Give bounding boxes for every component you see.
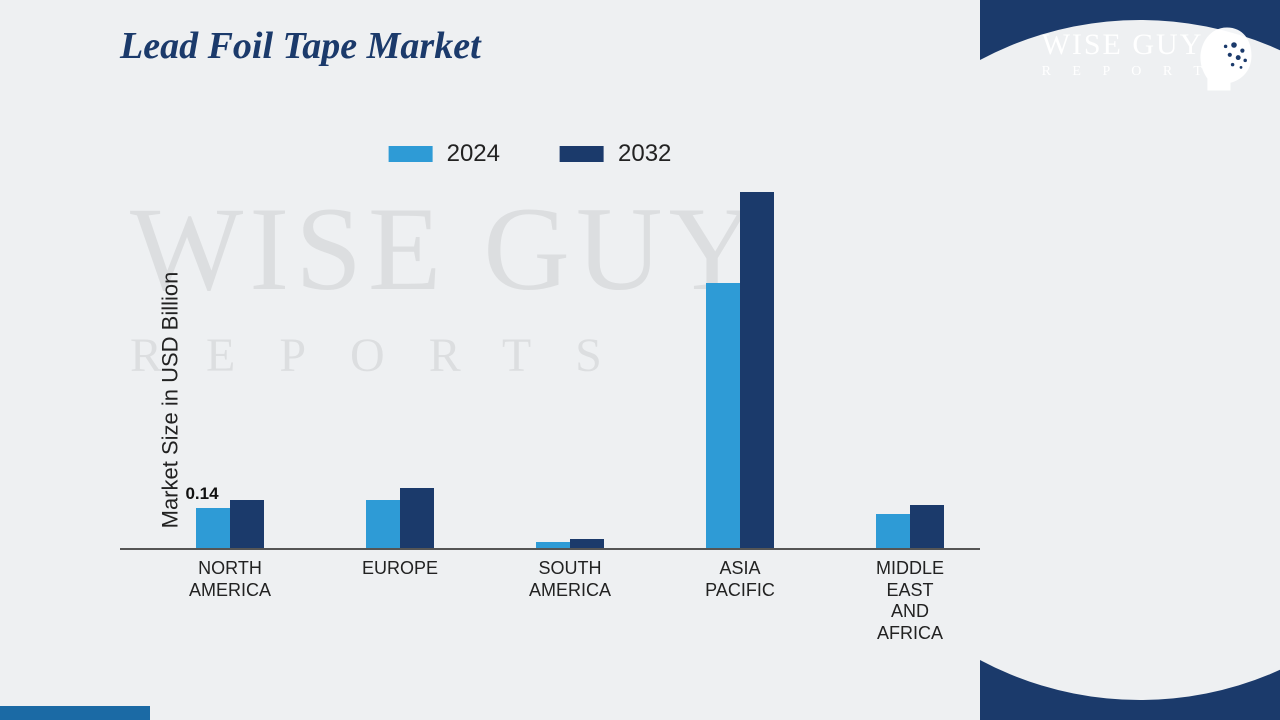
- x-axis-baseline: [120, 548, 980, 550]
- bar-pair: [706, 192, 774, 548]
- bar-pair: [536, 539, 604, 548]
- bar: [400, 488, 434, 548]
- bar-chart: Market Size in USD Billion 2024 2032 0.1…: [80, 140, 980, 660]
- brand-line2: R E P O R T S: [1042, 64, 1240, 80]
- category-label: MIDDLEEASTANDAFRICA: [830, 558, 990, 644]
- chart-card: Lead Foil Tape Market WISE GUY R E P O R…: [0, 0, 1280, 720]
- bar-pair: [196, 500, 264, 548]
- category-label: SOUTHAMERICA: [490, 558, 650, 601]
- bar: [570, 539, 604, 548]
- bar: [536, 542, 570, 548]
- plot-area: 0.14NORTHAMERICAEUROPESOUTHAMERICAASIAPA…: [120, 180, 980, 550]
- category-label: NORTHAMERICA: [150, 558, 310, 601]
- legend-swatch-icon: [389, 146, 433, 162]
- brand-logo: WISE GUY R E P O R T S: [1042, 28, 1240, 80]
- legend-item: 2032: [560, 140, 671, 168]
- legend-swatch-icon: [560, 146, 604, 162]
- bar: [196, 508, 230, 548]
- category-label: EUROPE: [320, 558, 480, 580]
- bottom-accent: [0, 706, 150, 720]
- legend: 2024 2032: [389, 140, 672, 168]
- legend-label: 2032: [618, 140, 671, 168]
- bar-pair: [876, 505, 944, 548]
- bar: [230, 500, 264, 548]
- bar: [876, 514, 910, 548]
- brand-line1: WISE GUY: [1042, 28, 1240, 62]
- category-label: ASIAPACIFIC: [660, 558, 820, 601]
- bar: [366, 500, 400, 548]
- legend-item: 2024: [389, 140, 500, 168]
- bar: [910, 505, 944, 548]
- data-label: 0.14: [185, 484, 218, 504]
- bar: [740, 192, 774, 548]
- bar: [706, 283, 740, 548]
- bar-pair: [366, 488, 434, 548]
- page-title: Lead Foil Tape Market: [120, 24, 481, 68]
- legend-label: 2024: [447, 140, 500, 168]
